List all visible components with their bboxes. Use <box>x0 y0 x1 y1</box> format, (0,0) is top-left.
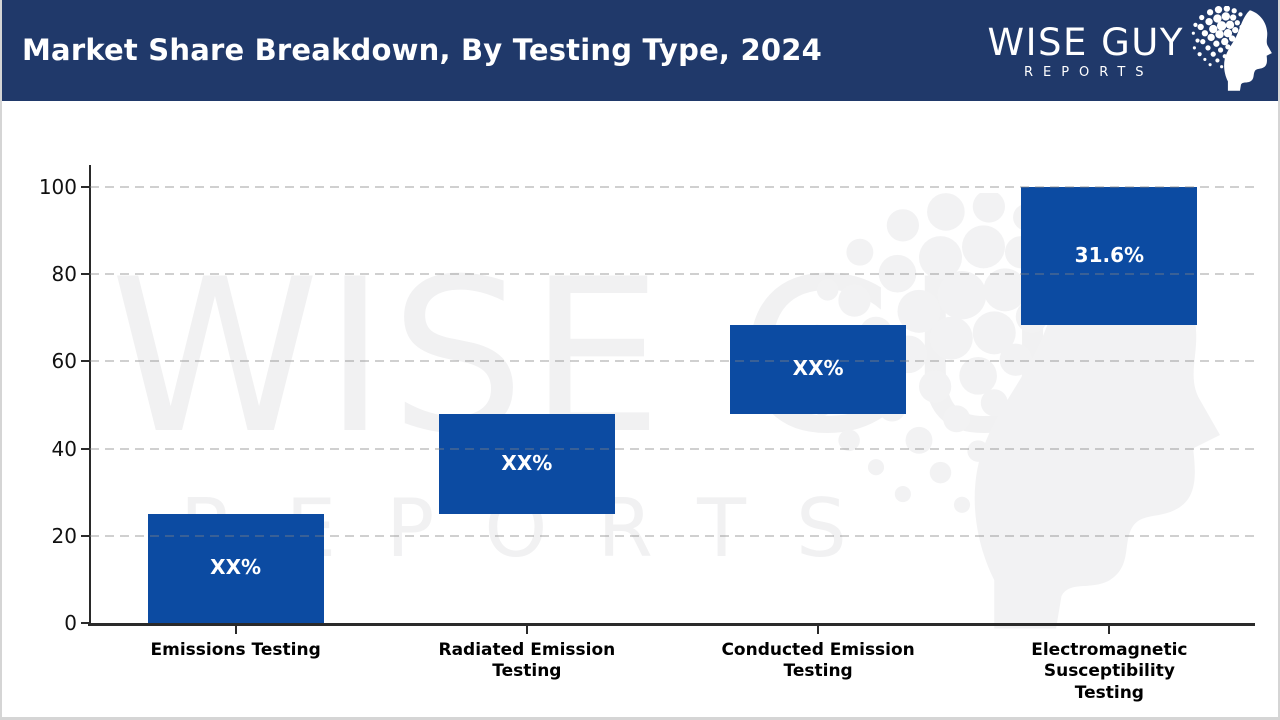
y-tick-label: 80 <box>51 262 77 287</box>
y-tick-40 <box>81 447 89 450</box>
plot-area: WISE GUY REPORTS 0 20 40 60 80 100 XX% Emission… <box>2 101 1278 717</box>
gridline-20 <box>90 534 1255 537</box>
y-tick-0 <box>81 622 89 624</box>
bar-value-label: 31.6% <box>1074 242 1145 267</box>
x-category-label: Emissions Testing <box>150 640 321 660</box>
page-title: Market Share Breakdown, By Testing Type,… <box>22 33 822 67</box>
y-tick-label: 60 <box>51 349 77 374</box>
y-tick-100 <box>81 185 89 188</box>
y-tick-60 <box>81 360 89 363</box>
x-category-label: Radiated Emission Testing <box>438 640 616 682</box>
bar-electromagnetic-susceptibility-testing <box>1021 186 1198 325</box>
logo-wordmark: WISE GUY <box>987 20 1184 64</box>
gridline-80 <box>90 273 1255 276</box>
x-axis-spine <box>88 623 1255 626</box>
gridline-100 <box>90 185 1255 188</box>
bar-conducted-emission-testing <box>730 324 907 414</box>
x-tick <box>1108 626 1111 634</box>
y-tick-label: 100 <box>38 174 77 199</box>
y-tick-label: 0 <box>64 611 77 635</box>
y-tick-80 <box>81 273 89 276</box>
x-tick <box>525 626 528 634</box>
logo-subtext: REPORTS <box>1023 64 1154 80</box>
x-tick <box>817 626 820 634</box>
x-tick <box>234 626 237 634</box>
y-tick-label: 40 <box>51 436 77 461</box>
bar-emissions-testing <box>147 513 324 623</box>
x-category-label: Conducted Emission Testing <box>721 640 915 682</box>
gridline-60 <box>90 360 1255 363</box>
wiseguy-logo: WISE GUY REPORTS <box>988 0 1272 101</box>
y-tick-label: 20 <box>51 523 77 548</box>
y-tick-20 <box>81 534 89 537</box>
header-bar: Market Share Breakdown, By Testing Type,… <box>2 0 1278 101</box>
gridline-40 <box>90 447 1255 450</box>
bar-value-label: XX% <box>792 356 844 381</box>
logo-face-dots-icon <box>1191 6 1272 91</box>
bar-value-label: XX% <box>501 450 553 475</box>
bar-value-label: XX% <box>210 555 262 580</box>
y-axis-spine <box>89 165 91 626</box>
logo-text: WISE GUY REPORTS <box>988 24 1184 80</box>
x-category-label: Electromagnetic Susceptibility Testing <box>1031 640 1188 703</box>
bar-radiated-emission-testing <box>438 413 615 514</box>
